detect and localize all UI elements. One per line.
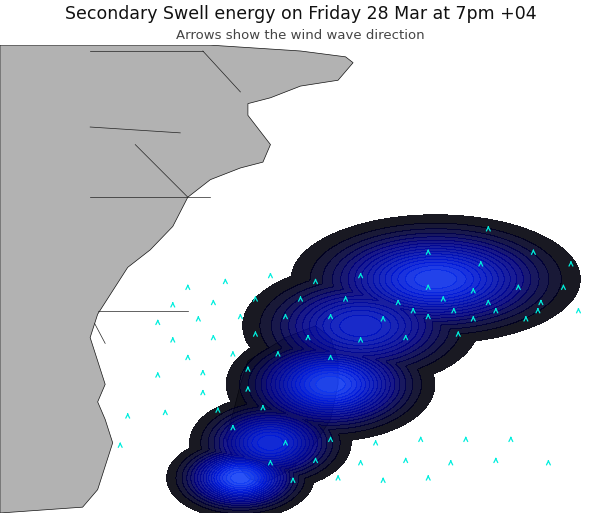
Polygon shape (225, 326, 338, 484)
Text: Arrows show the wind wave direction: Arrows show the wind wave direction (176, 29, 425, 42)
Polygon shape (0, 45, 353, 513)
Text: Secondary Swell energy on Friday 28 Mar at 7pm +04: Secondary Swell energy on Friday 28 Mar … (65, 6, 536, 24)
